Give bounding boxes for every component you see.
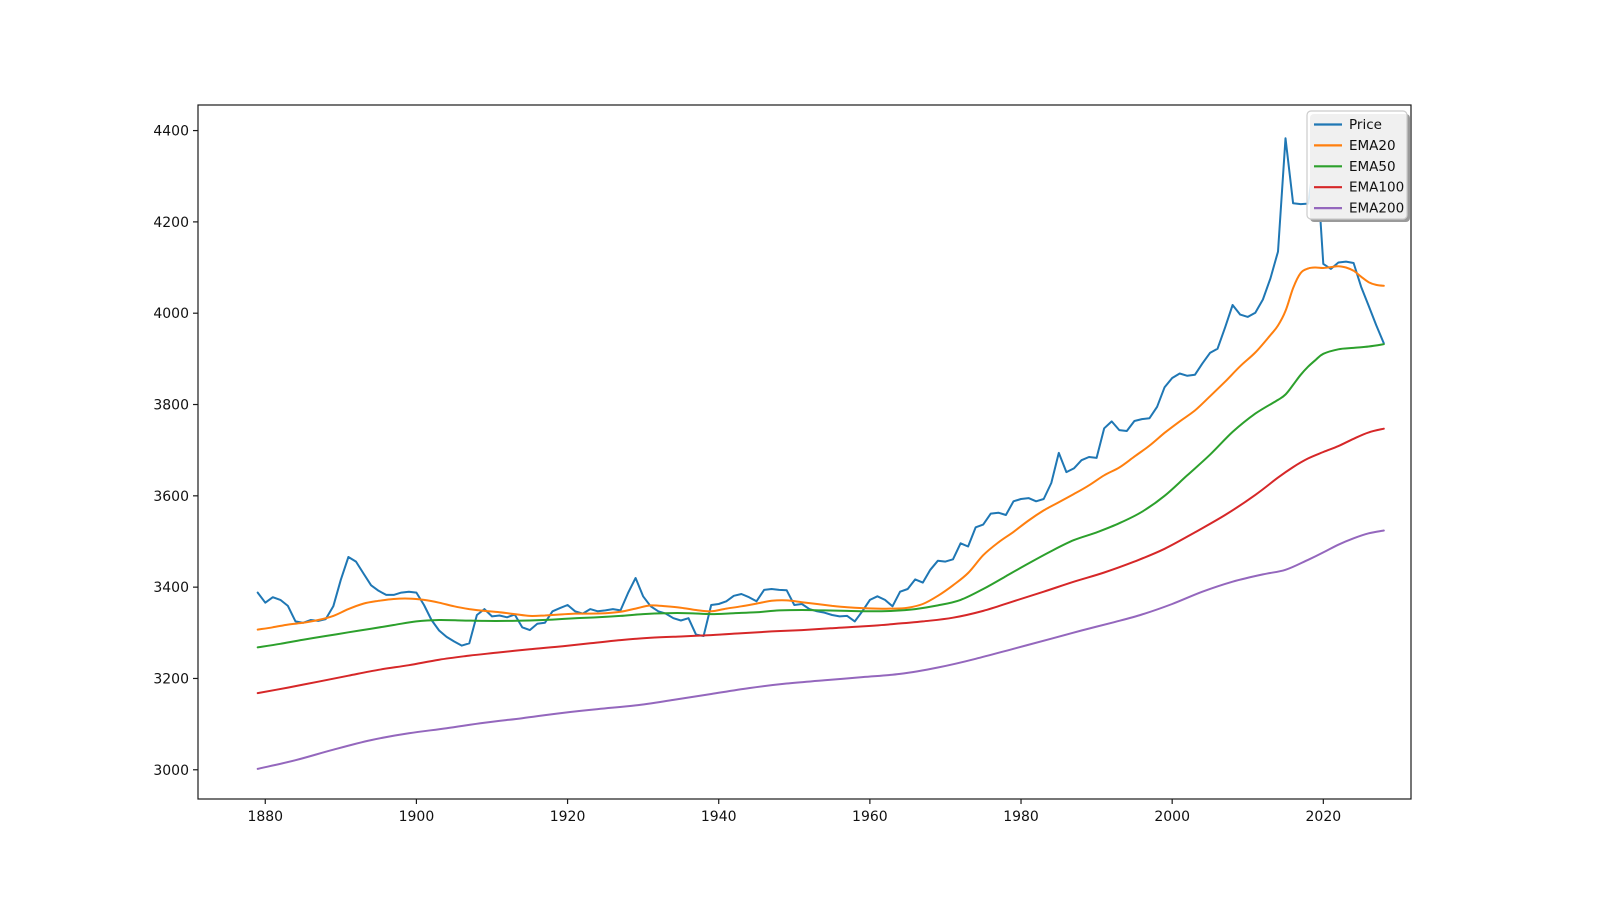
legend-label-ema100: EMA100 xyxy=(1349,180,1404,196)
y-tick-label: 3600 xyxy=(153,489,189,505)
legend-label-ema20: EMA20 xyxy=(1349,138,1396,154)
series-line-ema200 xyxy=(256,529,1385,770)
x-tick-label: 1920 xyxy=(550,809,586,825)
x-tick-label: 1960 xyxy=(852,809,888,825)
legend-box xyxy=(1306,110,1408,220)
y-tick-label: 3000 xyxy=(153,763,189,779)
y-tick-label: 4000 xyxy=(153,306,189,322)
x-tick-label: 1880 xyxy=(247,809,283,825)
y-tick-label: 3200 xyxy=(153,671,189,687)
legend-label-ema200: EMA200 xyxy=(1349,201,1404,217)
legend-label-price: Price xyxy=(1349,117,1382,133)
legend-label-ema50: EMA50 xyxy=(1349,159,1396,175)
x-tick-label: 2000 xyxy=(1154,809,1190,825)
y-tick-label: 4200 xyxy=(153,215,189,231)
series-line-ema20 xyxy=(256,265,1385,631)
x-tick-label: 2020 xyxy=(1306,809,1342,825)
plot-frame xyxy=(197,104,1412,800)
y-tick-label: 3400 xyxy=(153,580,189,596)
y-tick-label: 4400 xyxy=(153,124,189,140)
x-tick-label: 1900 xyxy=(399,809,435,825)
series-line-price xyxy=(256,137,1385,647)
y-tick-label: 3800 xyxy=(153,398,189,414)
x-tick-label: 1980 xyxy=(1003,809,1039,825)
series-line-ema50 xyxy=(256,343,1385,649)
series-line-ema100 xyxy=(256,427,1385,695)
x-tick-label: 1940 xyxy=(701,809,737,825)
